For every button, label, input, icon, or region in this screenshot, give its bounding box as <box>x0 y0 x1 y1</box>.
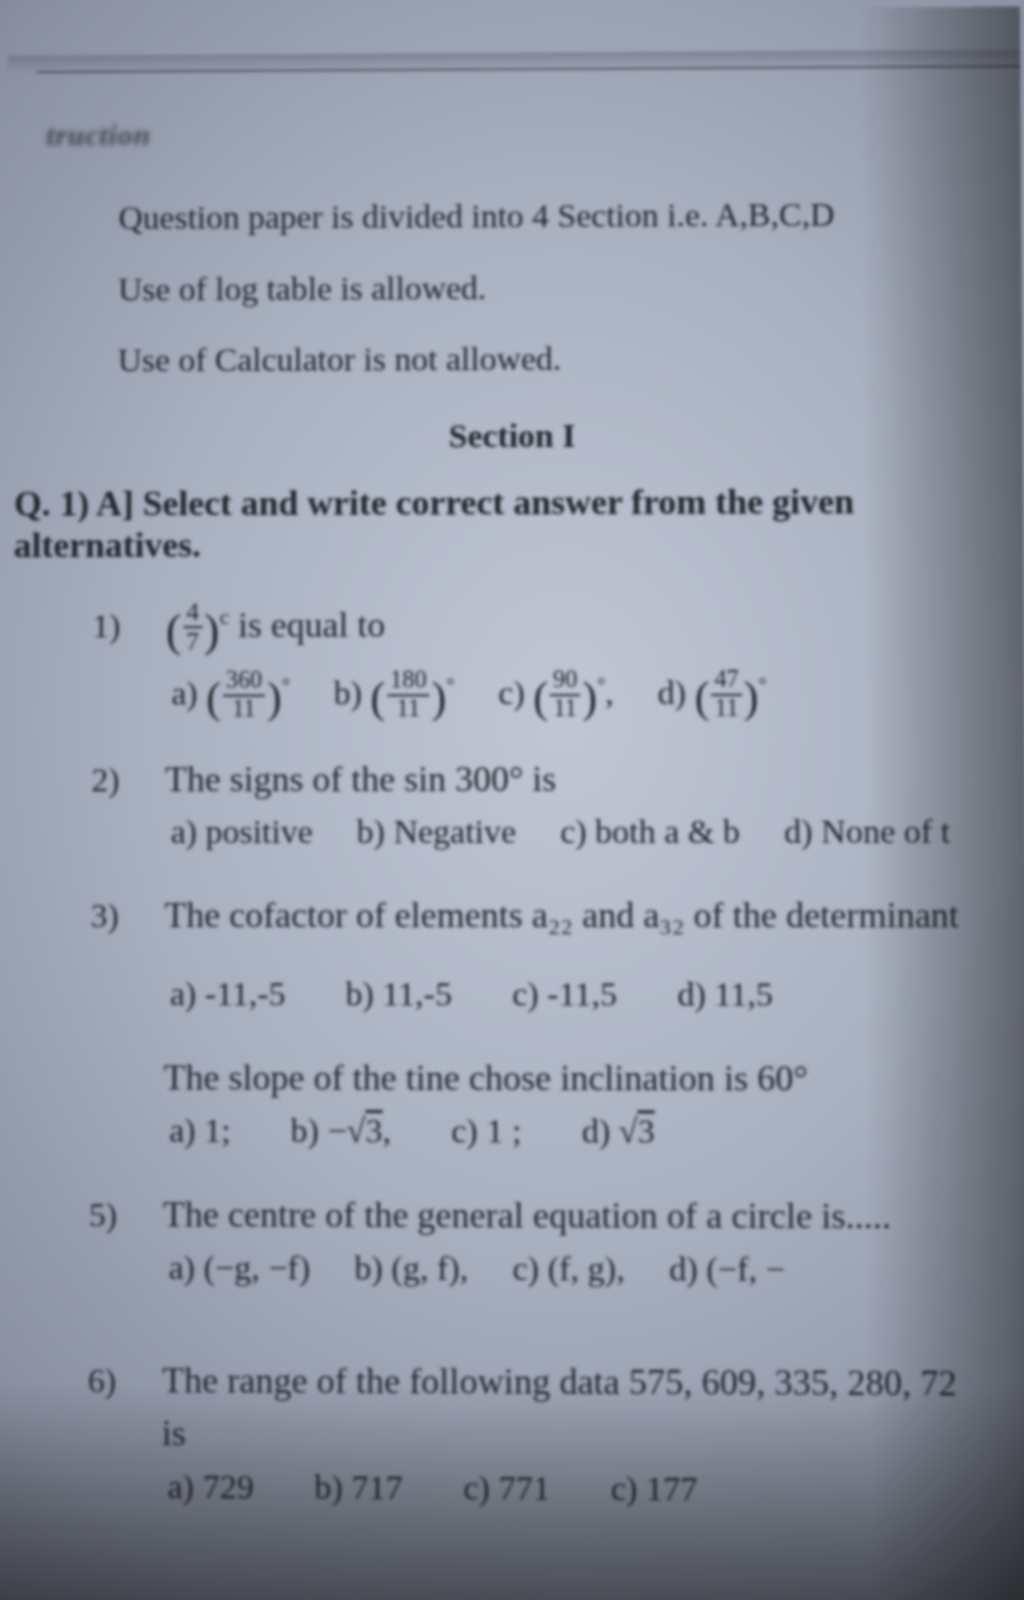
sub-5-num: 5) <box>89 1197 163 1236</box>
sub-6-num: 6) <box>88 1362 162 1401</box>
sub-2-opt-d: d) None of t <box>784 813 950 851</box>
sub-4-opt-b: b) −√3, <box>291 1112 391 1150</box>
sub-6-options: a) 729 b) 717 c) 771 c) 177 <box>167 1468 1024 1511</box>
sub-1: 1) (47)c is equal to <box>92 599 1024 657</box>
sub-1-stem-post: is equal to <box>238 605 385 645</box>
sub-1-stem: (47)c is equal to <box>166 601 386 658</box>
sub-3-opt-d: d) 11,5 <box>677 976 773 1014</box>
sub-6-is: is <box>162 1411 1024 1457</box>
sub-5: 5) The centre of the general equation of… <box>89 1193 1024 1238</box>
sub-6-opt-b: b) 717 <box>314 1469 403 1508</box>
sub-3-num: 3) <box>91 898 165 936</box>
sub-3-stem: The cofactor of elements a₂₂ and a₃₂ of … <box>164 894 959 936</box>
q1-text: Q. 1) A] Select and write correct answer… <box>14 481 855 564</box>
sub-4-opt-c: c) 1 ; <box>451 1113 521 1151</box>
sub-3: 3) The cofactor of elements a₂₂ and a₃₂ … <box>91 894 1024 936</box>
sub-6-stem: The range of the following data 575, 609… <box>162 1359 957 1405</box>
sub-5-stem: The centre of the general equation of a … <box>163 1193 891 1237</box>
sub-1-num: 1) <box>92 608 166 646</box>
sub-1-opt-b: b) (18011)° <box>334 671 455 724</box>
section-title: Section I <box>5 416 1024 457</box>
sub-6-opt-d: c) 177 <box>611 1470 698 1509</box>
sub-5-opt-b: b) (g, f), <box>354 1250 468 1289</box>
sub-4-stem: The slope of the tine chose inclination … <box>163 1056 808 1099</box>
sub-6-opt-a: a) 729 <box>167 1468 254 1507</box>
sub-6-opt-c: c) 771 <box>463 1469 550 1508</box>
instruction-2: Use of log table is allowed. <box>118 255 1022 323</box>
sub-1-opt-a: a) (36011)° <box>171 671 290 724</box>
sub-4-opt-d: d) √3 <box>582 1113 655 1152</box>
header-label: truction <box>46 114 1021 153</box>
sub-1-opt-c: c) (9011)°, <box>498 671 613 724</box>
sub-2-opt-a: a) positive <box>171 814 313 852</box>
sub-2-stem: The signs of the sin 300° is <box>165 758 556 800</box>
instruction-3: Use of Calculator is not allowed. <box>118 327 1023 394</box>
sub-5-opt-d: d) (−f, − <box>669 1251 785 1290</box>
sub-2-num: 2) <box>91 762 165 800</box>
sub-2-opt-b: b) Negative <box>357 814 516 852</box>
sub-2-opt-c: c) both a & b <box>560 814 740 852</box>
content: truction Question paper is divided into … <box>37 114 1024 1510</box>
sub-4: The slope of the tine chose inclination … <box>90 1056 1024 1100</box>
instruction-1: Question paper is divided into 4 Section… <box>118 183 1021 251</box>
q1-heading: Q. 1) A] Select and write correct answer… <box>14 480 1024 566</box>
sub-1-opt-d: d) (4711)° <box>658 670 767 723</box>
sub-6: 6) The range of the following data 575, … <box>88 1358 1024 1404</box>
sub-4-opt-a: a) 1; <box>169 1112 231 1150</box>
sub-4-options: a) 1; b) −√3, c) 1 ; d) √3 <box>169 1112 1024 1152</box>
sub-3-opt-c: c) -11,5 <box>512 976 617 1014</box>
sub-3-options: a) -11,-5 b) 11,-5 c) -11,5 d) 11,5 <box>170 976 1024 1015</box>
sub-2-options: a) positive b) Negative c) both a & b d)… <box>171 813 1024 851</box>
sub-5-options: a) (−g, −f) b) (g, f), c) (f, g), d) (−f… <box>168 1249 1024 1290</box>
sub-3-opt-b: b) 11,-5 <box>346 976 453 1014</box>
sub-2: 2) The signs of the sin 300° is <box>91 757 1024 800</box>
exam-page: truction Question paper is divided into … <box>0 6 1024 1600</box>
sub-1-options: a) (36011)° b) (18011)° c) (9011)°, d) (… <box>171 670 1024 724</box>
sub-3-opt-a: a) -11,-5 <box>170 976 286 1014</box>
sub-5-opt-a: a) (−g, −f) <box>168 1249 310 1288</box>
sub-5-opt-c: c) (f, g), <box>513 1250 625 1289</box>
